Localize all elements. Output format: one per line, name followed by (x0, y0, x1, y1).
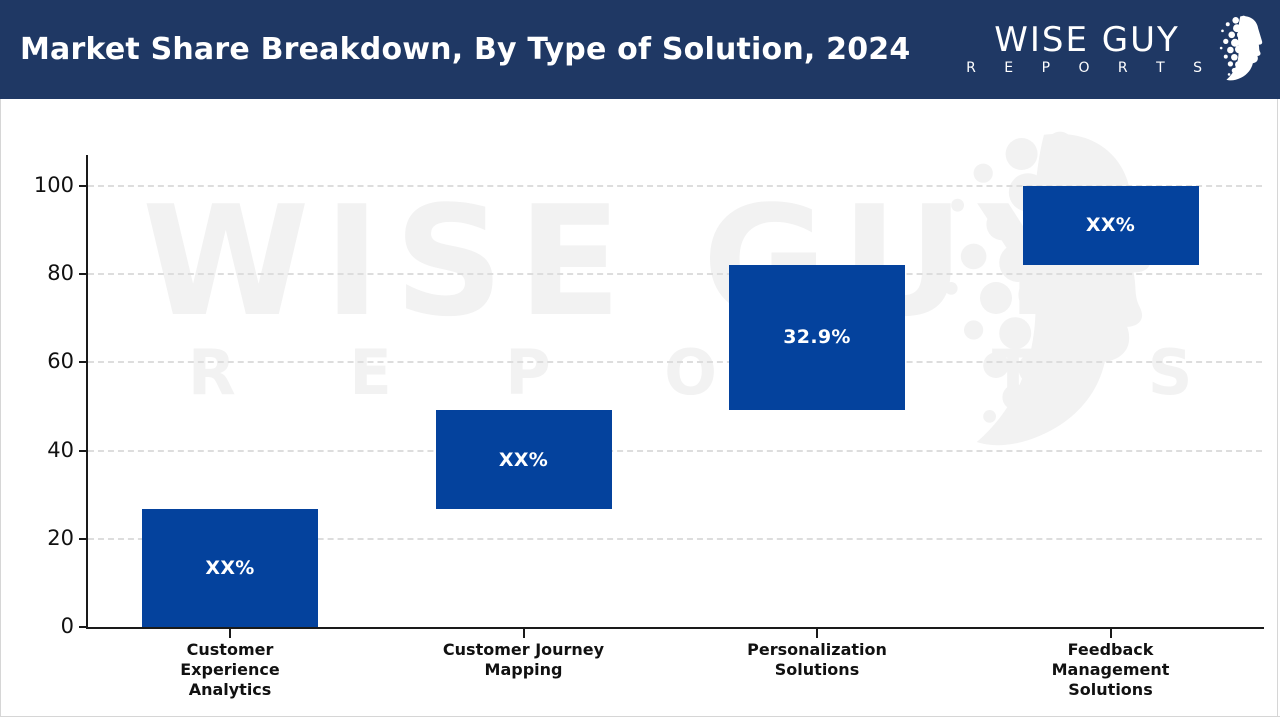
bar-personalization-solutions: 32.9% (729, 264, 905, 411)
bar-feedback-management-solutions: XX% (1022, 186, 1199, 265)
y-tick-label-0: 0 (60, 614, 74, 638)
y-tick-mark-100 (79, 185, 88, 187)
frame-border-right (1277, 99, 1278, 717)
y-tick-label-100: 100 (33, 173, 74, 197)
watermark-head-icon (944, 131, 1151, 446)
category-label-customer-journey-mapping: Customer Journey Mapping (442, 640, 605, 679)
category-label-feedback-management-solutions: Feedback Management Solutions (1051, 640, 1170, 699)
y-tick-mark-40 (79, 449, 88, 452)
logo-wordmark: WISE GUY (994, 20, 1180, 60)
y-tick-label-40: 40 (47, 437, 74, 462)
y-tick-label-20: 20 (47, 525, 74, 550)
bar-value-label-customer-journey-mapping: XX% (498, 448, 549, 471)
y-tick-label-80: 80 (47, 261, 74, 286)
x-tick-mark-customer-journey-mapping (522, 629, 525, 638)
gridline-80 (88, 273, 1262, 276)
gridline-60 (88, 361, 1262, 364)
bar-customer-journey-mapping: XX% (435, 410, 612, 510)
header-bar: Market Share Breakdown, By Type of Solut… (0, 0, 1280, 99)
category-label-customer-experience-analytics: Customer Experience Analytics (180, 640, 280, 699)
frame-border-bottom (0, 716, 1280, 717)
category-label-personalization-solutions: Personalization Solutions (747, 640, 887, 679)
y-tick-mark-0 (79, 626, 88, 628)
y-tick-mark-80 (79, 273, 88, 276)
chart-title: Market Share Breakdown, By Type of Solut… (20, 32, 911, 67)
x-tick-mark-personalization-solutions (816, 629, 818, 638)
plot-area: 0 20 40 60 80 100 XX% Customer Experience Analy… (0, 99, 1280, 720)
frame-border-left (0, 99, 1, 717)
gridline-100 (88, 185, 1262, 187)
gridline-40 (88, 449, 1262, 452)
y-tick-mark-20 (79, 537, 88, 540)
bar-value-label-customer-experience-analytics: XX% (205, 557, 255, 580)
x-tick-mark-customer-experience-analytics (229, 629, 231, 638)
bar-value-label-personalization-solutions: 32.9% (783, 326, 851, 349)
logo-face-icon (1219, 15, 1263, 80)
y-axis-line (86, 155, 88, 629)
y-tick-label-60: 60 (47, 349, 74, 374)
gridline-20 (88, 537, 1262, 540)
x-tick-mark-feedback-management-solutions (1109, 629, 1112, 638)
wiseguy-logo: WISE GUY R E P O R T S (960, 9, 1280, 91)
watermark-wordmark: WISE GUY (142, 173, 1103, 350)
x-axis-line (86, 627, 1264, 629)
bar-value-label-feedback-management-solutions: XX% (1085, 214, 1136, 237)
bar-customer-experience-analytics: XX% (142, 509, 318, 627)
logo-reports-text: R E P O R T S (966, 60, 1214, 76)
y-tick-mark-60 (79, 361, 88, 364)
